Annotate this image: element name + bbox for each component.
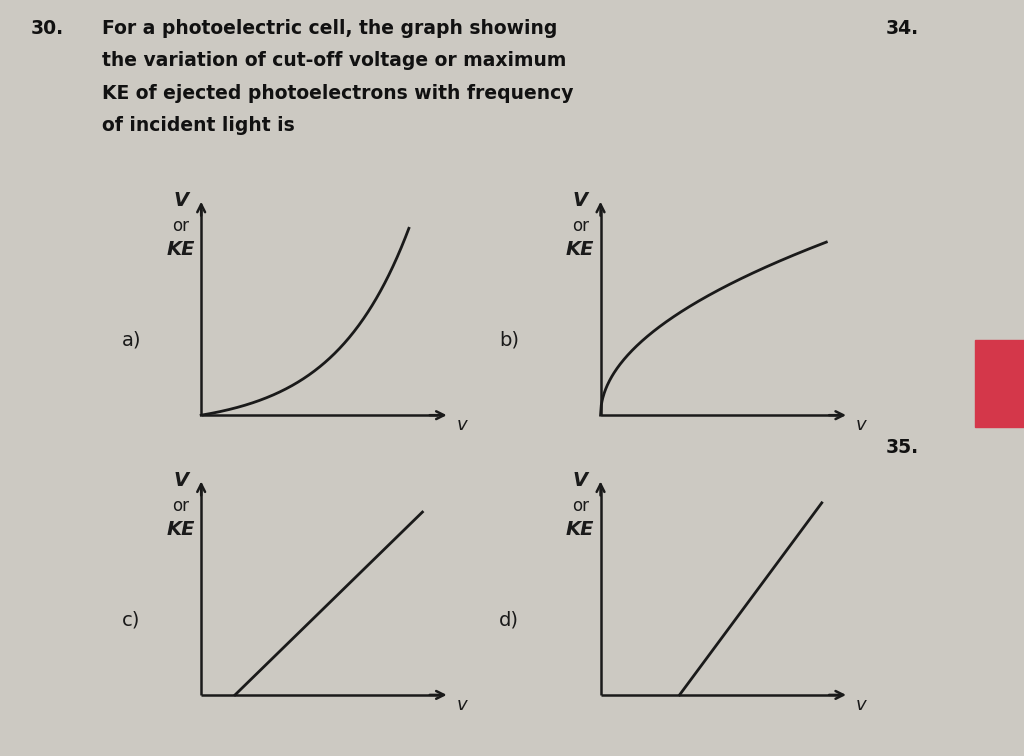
Text: c): c) bbox=[122, 611, 140, 630]
Text: V: V bbox=[173, 471, 188, 490]
Text: KE: KE bbox=[566, 240, 595, 259]
Text: KE: KE bbox=[566, 520, 595, 539]
Text: For a photoelectric cell, the graph showing: For a photoelectric cell, the graph show… bbox=[102, 19, 558, 38]
Text: V: V bbox=[572, 471, 588, 490]
Text: v: v bbox=[457, 416, 467, 434]
Text: KE of ejected photoelectrons with frequency: KE of ejected photoelectrons with freque… bbox=[102, 84, 573, 103]
Text: v: v bbox=[457, 696, 467, 714]
Text: KE: KE bbox=[167, 520, 196, 539]
Text: or: or bbox=[172, 218, 189, 235]
Text: KE: KE bbox=[167, 240, 196, 259]
Text: or: or bbox=[571, 497, 589, 515]
Text: of incident light is: of incident light is bbox=[102, 116, 295, 135]
Text: V: V bbox=[572, 191, 588, 210]
Text: 34.: 34. bbox=[886, 19, 919, 38]
Text: a): a) bbox=[122, 331, 141, 350]
Text: or: or bbox=[571, 218, 589, 235]
Text: the variation of cut-off voltage or maximum: the variation of cut-off voltage or maxi… bbox=[102, 51, 566, 70]
Text: v: v bbox=[856, 696, 866, 714]
Text: b): b) bbox=[499, 331, 519, 350]
Text: 30.: 30. bbox=[31, 19, 63, 38]
Text: 35.: 35. bbox=[886, 438, 919, 457]
Text: d): d) bbox=[499, 611, 519, 630]
Text: or: or bbox=[172, 497, 189, 515]
Text: v: v bbox=[856, 416, 866, 434]
Text: V: V bbox=[173, 191, 188, 210]
